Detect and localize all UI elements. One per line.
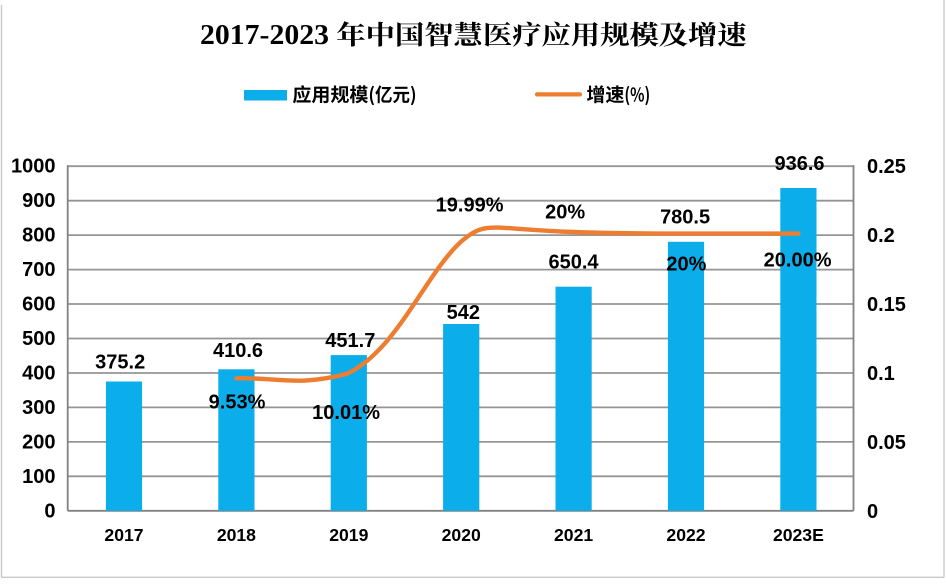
svg-text:410.6: 410.6 xyxy=(213,340,263,362)
svg-text:0.2: 0.2 xyxy=(867,225,895,247)
svg-text:200: 200 xyxy=(22,431,55,453)
svg-text:400: 400 xyxy=(22,363,55,385)
svg-text:451.7: 451.7 xyxy=(325,330,375,352)
svg-text:2018: 2018 xyxy=(217,525,256,545)
svg-text:2020: 2020 xyxy=(442,525,481,545)
svg-text:20%: 20% xyxy=(545,202,585,224)
svg-text:9.53%: 9.53% xyxy=(209,392,266,414)
svg-text:0: 0 xyxy=(44,500,55,522)
svg-text:2021: 2021 xyxy=(554,525,593,545)
svg-text:2017-2023: 2017-2023 xyxy=(200,20,329,51)
svg-text:650.4: 650.4 xyxy=(548,252,599,274)
svg-text:375.2: 375.2 xyxy=(95,352,145,374)
svg-text:2017: 2017 xyxy=(104,525,143,545)
svg-text:542: 542 xyxy=(447,302,480,324)
svg-text:10.01%: 10.01% xyxy=(312,402,380,424)
svg-text:20.00%: 20.00% xyxy=(764,249,832,271)
svg-text:600: 600 xyxy=(22,294,55,316)
svg-text:2023E: 2023E xyxy=(773,525,824,545)
svg-text:2019: 2019 xyxy=(329,525,368,545)
svg-text:780.5: 780.5 xyxy=(660,207,710,229)
svg-text:700: 700 xyxy=(22,259,55,281)
svg-text:20%: 20% xyxy=(666,254,706,276)
svg-text:936.6: 936.6 xyxy=(774,153,824,175)
svg-text:0.1: 0.1 xyxy=(867,363,895,385)
svg-text:300: 300 xyxy=(22,397,55,419)
svg-text:500: 500 xyxy=(22,328,55,350)
svg-text:2022: 2022 xyxy=(666,525,705,545)
svg-text:0: 0 xyxy=(867,501,878,523)
svg-text:1000: 1000 xyxy=(11,156,56,178)
svg-text:0.15: 0.15 xyxy=(867,294,906,316)
svg-text:0.05: 0.05 xyxy=(867,432,906,454)
svg-text:0.25: 0.25 xyxy=(867,156,906,178)
svg-text:800: 800 xyxy=(22,225,55,247)
svg-text:100: 100 xyxy=(22,466,55,488)
svg-text:19.99%: 19.99% xyxy=(436,195,504,217)
svg-text:900: 900 xyxy=(22,190,55,212)
